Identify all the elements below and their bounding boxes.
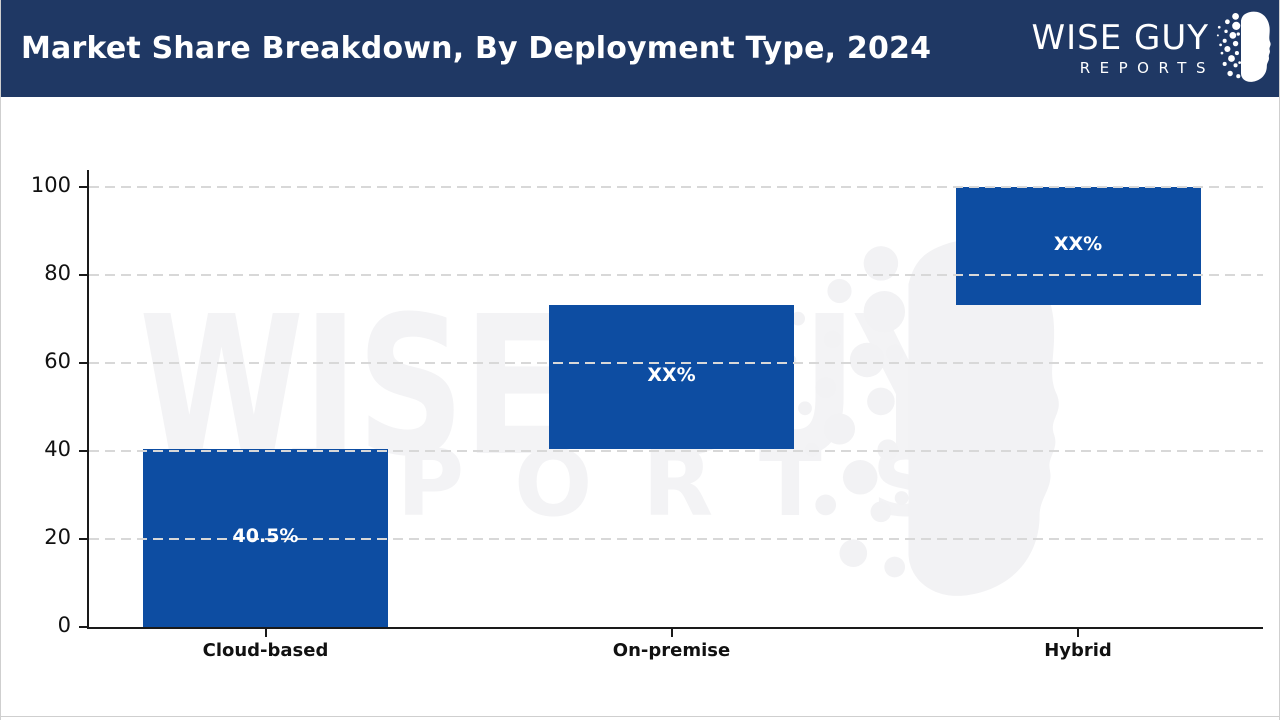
y-axis-line: [87, 170, 89, 629]
y-tick-label: 80: [44, 260, 71, 285]
x-axis-label: On-premise: [612, 640, 731, 661]
gridline-20: [89, 537, 1263, 540]
y-tick-60: [79, 361, 88, 364]
y-tick-40: [79, 449, 88, 452]
x-axis-label: Hybrid: [1044, 640, 1112, 661]
y-tick-label: 60: [44, 348, 71, 373]
y-tick-label: 0: [57, 613, 71, 637]
bar-cloud-based: [143, 448, 388, 627]
x-axis-label: Cloud-based: [202, 640, 329, 661]
logo-subtext: REPORTS: [1079, 59, 1215, 78]
bar-on-premise: [549, 305, 794, 449]
y-tick-80: [79, 273, 88, 276]
y-tick-label: 100: [30, 172, 71, 197]
gridline-40: [89, 449, 1263, 452]
bar-value-label: 40.5%: [232, 524, 299, 547]
gridline-80: [89, 273, 1263, 276]
y-tick-20: [79, 537, 88, 540]
x-axis-line: [87, 627, 1263, 629]
bar-hybrid: [955, 186, 1201, 306]
x-tick-1: [670, 629, 673, 637]
logo-face-icon: [1216, 11, 1271, 82]
bar-value-label: XX%: [647, 364, 696, 387]
header-bar: Market Share Breakdown, By Deployment Ty…: [1, 0, 1279, 97]
logo-wordmark: WISE GUY: [1031, 18, 1209, 58]
x-tick-0: [264, 629, 267, 637]
y-tick-100: [79, 185, 88, 188]
wise-guy-logo: WISE GUY REPORTS: [1031, 6, 1271, 92]
gridline-60: [89, 361, 1263, 364]
x-tick-2: [1077, 629, 1079, 637]
y-tick-label: 20: [44, 524, 71, 549]
gridline-100: [89, 185, 1263, 188]
y-tick-0: [79, 626, 88, 628]
logo-text: WISE GUY REPORTS: [1031, 18, 1209, 77]
bar-value-label: XX%: [1053, 232, 1103, 255]
page-title: Market Share Breakdown, By Deployment Ty…: [21, 31, 932, 66]
bottom-border: [1, 716, 1279, 717]
y-tick-label: 40: [44, 436, 71, 461]
